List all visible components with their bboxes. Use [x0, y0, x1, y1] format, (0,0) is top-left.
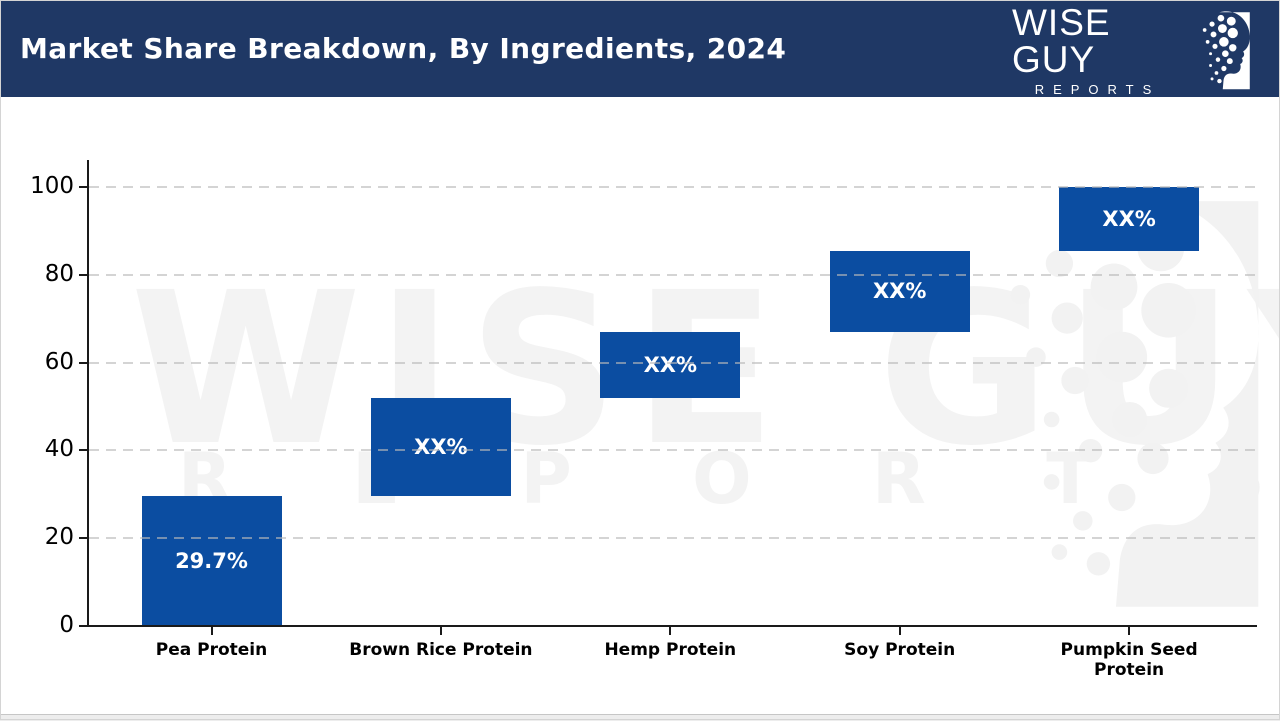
logo-text: WISE GUY REPORTS: [1012, 4, 1174, 97]
y-axis-label: 0: [59, 612, 74, 638]
bar-pea-protein: 29.7%: [141, 495, 282, 626]
y-axis-tick: [79, 537, 87, 540]
chart-title: Market Share Breakdown, By Ingredients, …: [20, 32, 787, 65]
x-axis-label: Brown Rice Protein: [349, 640, 533, 660]
x-axis-label: Pumpkin Seed Protein: [1060, 640, 1198, 681]
bar-value-label: XX%: [414, 434, 468, 459]
y-axis-label: 100: [30, 173, 74, 199]
x-axis-label: Hemp Protein: [604, 640, 737, 660]
gridline: [89, 361, 1255, 364]
logo-subtitle: REPORTS: [1034, 81, 1161, 97]
logo-wordmark: WISE GUY: [1012, 1, 1111, 80]
dotted-head-profile-icon: [1202, 11, 1250, 90]
x-axis-tick: [439, 627, 442, 635]
bar-brown-rice-protein: XX%: [370, 397, 511, 496]
bar-pumpkin-seed-protein: XX%: [1059, 187, 1200, 251]
bar-hemp-protein: XX%: [600, 331, 741, 398]
y-axis-tick: [79, 449, 87, 452]
y-axis-label: 20: [44, 524, 74, 551]
y-axis-tick: [79, 361, 87, 364]
x-axis-line: [87, 625, 1257, 627]
bar-value-label: XX%: [643, 352, 698, 377]
x-axis-tick: [898, 627, 901, 635]
y-axis-label: 80: [44, 260, 74, 287]
gridline: [89, 186, 1255, 188]
gridline: [89, 273, 1255, 276]
x-axis-tick: [669, 627, 672, 635]
y-axis-line: [87, 160, 89, 627]
bar-value-label: 29.7%: [175, 548, 248, 573]
y-axis-label: 40: [44, 436, 74, 463]
gridline: [89, 449, 1255, 452]
y-axis-tick: [79, 273, 87, 276]
x-axis-label: Pea Protein: [155, 640, 268, 660]
wise-guy-reports-logo: WISE GUY REPORTS: [1012, 4, 1252, 97]
bar-value-label: XX%: [872, 279, 927, 304]
header-bar: Market Share Breakdown, By Ingredients, …: [0, 0, 1280, 97]
gridline: [89, 537, 1255, 540]
bar-value-label: XX%: [1102, 206, 1156, 231]
page-bottom-strip: [0, 714, 1280, 721]
x-axis-label: Soy Protein: [844, 640, 956, 660]
x-axis-tick: [1128, 627, 1131, 635]
x-axis-tick: [210, 627, 213, 635]
y-axis-tick: [79, 186, 87, 188]
watermark-dotted-head-icon: [1010, 196, 1259, 607]
y-axis-tick: [79, 625, 87, 627]
y-axis-label: 60: [44, 348, 74, 375]
bar-soy-protein: XX%: [829, 250, 970, 332]
